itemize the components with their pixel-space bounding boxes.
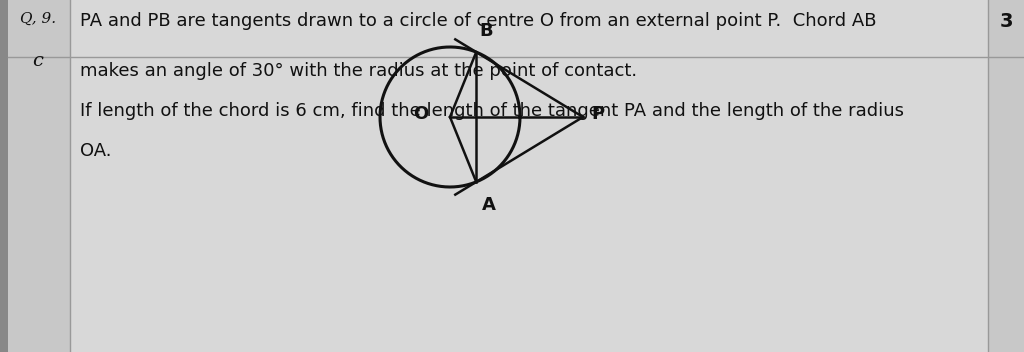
Text: c: c: [33, 52, 43, 70]
Bar: [988, 0, 1024, 352]
Text: PA and PB are tangents drawn to a circle of centre O from an external point P.  : PA and PB are tangents drawn to a circle…: [80, 12, 877, 30]
Text: 3: 3: [999, 12, 1013, 31]
Text: P: P: [591, 105, 604, 123]
Bar: [8, 0, 70, 352]
Bar: [0, 0, 8, 352]
Text: OA.: OA.: [80, 142, 112, 160]
Text: If length of the chord is 6 cm, find the length of the tangent PA and the length: If length of the chord is 6 cm, find the…: [80, 102, 904, 120]
Text: B: B: [479, 22, 493, 40]
Text: makes an angle of 30° with the radius at the point of contact.: makes an angle of 30° with the radius at…: [80, 62, 637, 80]
Text: O: O: [413, 105, 428, 123]
Text: Q, 9.: Q, 9.: [19, 12, 56, 26]
Text: A: A: [482, 196, 496, 214]
